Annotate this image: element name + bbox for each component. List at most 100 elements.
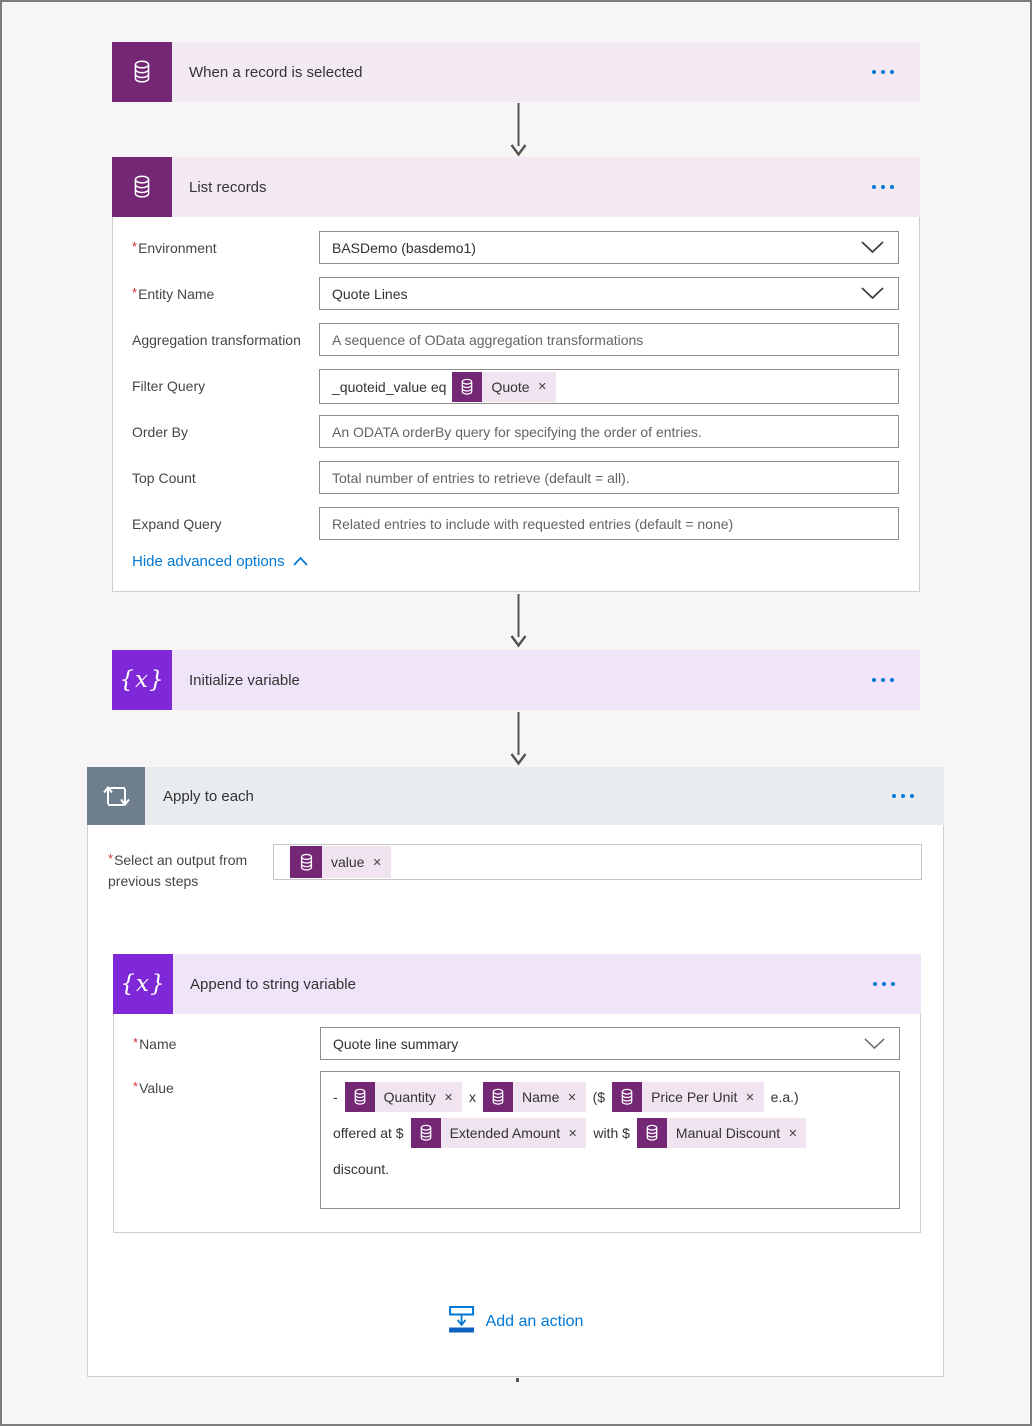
token-pill: Price Per Unit ✕ — [642, 1082, 764, 1112]
initialize-variable-title: Initialize variable — [189, 671, 300, 689]
value-label: Value — [133, 1071, 320, 1099]
list-records-body: Environment BASDemo (basdemo1) Entity Na… — [112, 217, 920, 592]
connector-arrow — [510, 594, 527, 648]
loop-icon — [87, 767, 145, 825]
add-an-action-button[interactable]: Add an action — [448, 1305, 583, 1339]
field-row-name: Name Quote line summary — [133, 1027, 900, 1060]
remove-token-icon[interactable]: ✕ — [745, 1091, 755, 1104]
append-to-string-body: Name Quote line summary Value - — [113, 1014, 921, 1233]
value-input[interactable]: - Quantity ✕ x — [320, 1071, 900, 1209]
top-count-placeholder: Total number of entries to retrieve (def… — [332, 469, 630, 486]
order-by-placeholder: An ODATA orderBy query for specifying th… — [332, 423, 702, 440]
remove-token-icon[interactable]: ✕ — [537, 381, 547, 393]
list-records-title: List records — [189, 178, 267, 196]
list-records-card: List records Environment BASDemo (basdem… — [112, 157, 920, 592]
top-count-input[interactable]: Total number of entries to retrieve (def… — [319, 461, 899, 494]
environment-dropdown[interactable]: BASDemo (basdemo1) — [319, 231, 899, 264]
token-label: Quantity — [383, 1089, 436, 1105]
apply-to-each-title: Apply to each — [163, 787, 254, 805]
database-icon — [112, 42, 172, 102]
name-dropdown[interactable]: Quote line summary — [320, 1027, 900, 1060]
variable-icon: {x} — [112, 650, 172, 710]
aggregation-input[interactable]: A sequence of OData aggregation transfor… — [319, 323, 899, 356]
field-row-value: Value - Quantity ✕ — [133, 1071, 900, 1209]
filter-query-input[interactable]: _quoteid_value eq Quote — [319, 369, 899, 404]
token-label: Price Per Unit — [651, 1089, 738, 1105]
database-icon — [452, 371, 483, 402]
remove-token-icon[interactable]: ✕ — [443, 1091, 454, 1104]
variable-icon: {x} — [113, 954, 173, 1014]
apply-to-each-header[interactable]: Apply to each — [87, 767, 944, 825]
dynamic-content-token-price-per-unit[interactable]: Price Per Unit ✕ — [612, 1082, 764, 1112]
value-text: e.a.) — [770, 1089, 799, 1105]
name-label: Name — [133, 1027, 320, 1055]
field-row-environment: Environment BASDemo (basdemo1) — [132, 231, 899, 264]
environment-label: Environment — [132, 231, 319, 259]
database-icon — [290, 846, 322, 878]
list-records-header[interactable]: List records — [112, 157, 920, 217]
dynamic-content-token-quote[interactable]: Quote ✕ — [452, 371, 556, 402]
hide-advanced-options-link[interactable]: Hide advanced options — [132, 553, 308, 570]
token-pill: Extended Amount ✕ — [440, 1118, 587, 1148]
connector-arrow — [510, 712, 527, 766]
append-to-string-card: {x} Append to string variable Name Quote… — [113, 954, 921, 1233]
value-text: discount. — [333, 1161, 390, 1177]
token-label: Quote — [491, 378, 530, 395]
dynamic-content-token-extended-amount[interactable]: Extended Amount ✕ — [410, 1118, 587, 1148]
more-menu-button[interactable] — [867, 185, 894, 189]
connector-stub — [516, 1378, 519, 1382]
chevron-down-icon — [864, 1036, 885, 1052]
token-pill: Manual Discount ✕ — [666, 1118, 807, 1148]
append-to-string-header[interactable]: {x} Append to string variable — [113, 954, 921, 1014]
aggregation-label: Aggregation transformation — [132, 332, 301, 348]
database-icon — [344, 1082, 375, 1112]
field-row-entity-name: Entity Name Quote Lines — [132, 277, 899, 310]
more-menu-button[interactable] — [887, 794, 914, 798]
database-icon — [112, 157, 172, 217]
token-pill: value ✕ — [322, 846, 391, 878]
dynamic-content-token-manual-discount[interactable]: Manual Discount ✕ — [636, 1118, 807, 1148]
token-label: value — [331, 854, 365, 870]
expand-query-input[interactable]: Related entries to include with requeste… — [319, 507, 899, 540]
remove-token-icon[interactable]: ✕ — [567, 1091, 577, 1104]
remove-token-icon[interactable]: ✕ — [372, 856, 382, 869]
remove-token-icon[interactable]: ✕ — [788, 1127, 798, 1140]
dynamic-content-token-quantity[interactable]: Quantity ✕ — [344, 1082, 463, 1112]
field-row-expand-query: Expand Query Related entries to include … — [132, 507, 899, 540]
more-menu-button[interactable] — [868, 982, 895, 986]
select-output-input[interactable]: value ✕ — [273, 844, 922, 880]
token-pill: Quantity ✕ — [374, 1082, 463, 1112]
hide-advanced-options-label: Hide advanced options — [132, 553, 285, 570]
value-line-3: discount. — [333, 1151, 887, 1187]
chevron-up-icon — [292, 553, 308, 570]
order-by-input[interactable]: An ODATA orderBy query for specifying th… — [319, 415, 899, 448]
dynamic-content-token-value[interactable]: value ✕ — [290, 846, 391, 878]
apply-to-each-scope: Apply to each Select an output from prev… — [87, 767, 944, 1377]
field-row-top-count: Top Count Total number of entries to ret… — [132, 461, 899, 494]
add-action-icon — [448, 1305, 475, 1339]
field-row-filter-query: Filter Query _quoteid_value eq — [132, 369, 899, 404]
dynamic-content-token-name[interactable]: Name ✕ — [483, 1082, 586, 1112]
field-row-order-by: Order By An ODATA orderBy query for spec… — [132, 415, 899, 448]
initialize-variable-card: {x} Initialize variable — [112, 650, 920, 710]
order-by-label: Order By — [132, 424, 189, 440]
entity-name-dropdown[interactable]: Quote Lines — [319, 277, 899, 310]
append-to-string-title: Append to string variable — [190, 975, 356, 993]
more-menu-button[interactable] — [867, 70, 894, 74]
value-text: - — [333, 1089, 338, 1105]
token-pill: Name ✕ — [513, 1082, 586, 1112]
value-text: offered at $ — [333, 1125, 404, 1141]
database-icon — [483, 1082, 514, 1112]
aggregation-placeholder: A sequence of OData aggregation transfor… — [332, 331, 644, 348]
initialize-variable-header[interactable]: {x} Initialize variable — [112, 650, 920, 710]
select-output-row: Select an output from previous steps val… — [108, 844, 922, 892]
remove-token-icon[interactable]: ✕ — [568, 1127, 578, 1140]
trigger-card-header[interactable]: When a record is selected — [112, 42, 920, 102]
more-menu-button[interactable] — [867, 678, 894, 682]
entity-name-value: Quote Lines — [332, 285, 408, 302]
name-value: Quote line summary — [333, 1035, 459, 1052]
chevron-down-icon — [861, 240, 884, 256]
filter-query-text: _quoteid_value eq — [332, 378, 447, 395]
token-label: Name — [522, 1089, 560, 1105]
